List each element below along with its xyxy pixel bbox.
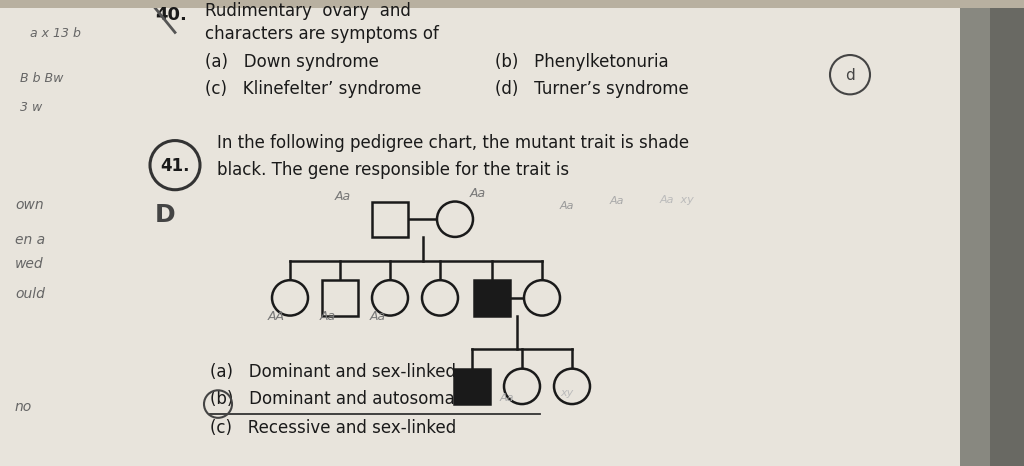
- Text: D: D: [155, 203, 176, 227]
- FancyBboxPatch shape: [990, 8, 1024, 466]
- Text: AA: AA: [268, 310, 285, 323]
- Circle shape: [272, 280, 308, 315]
- Text: (a)   Down syndrome: (a) Down syndrome: [205, 53, 379, 71]
- Text: B b Bw: B b Bw: [20, 72, 63, 84]
- Text: Aa: Aa: [335, 190, 351, 203]
- Text: Rudimentary  ovary  and: Rudimentary ovary and: [205, 2, 411, 20]
- Bar: [372, 201, 408, 237]
- Text: Aa: Aa: [560, 201, 574, 212]
- Text: Aa  xy: Aa xy: [660, 194, 694, 205]
- Text: wed: wed: [15, 257, 44, 271]
- Text: 40.: 40.: [155, 6, 186, 24]
- Circle shape: [504, 369, 540, 404]
- Text: In the following pedigree chart, the mutant trait is shade: In the following pedigree chart, the mut…: [217, 134, 689, 152]
- Text: d: d: [845, 68, 855, 83]
- Text: 3 w: 3 w: [20, 101, 42, 114]
- Circle shape: [422, 280, 458, 315]
- Circle shape: [437, 201, 473, 237]
- FancyBboxPatch shape: [961, 8, 1024, 466]
- Text: black. The gene responsible for the trait is: black. The gene responsible for the trai…: [217, 161, 569, 179]
- Text: Aa: Aa: [470, 186, 486, 199]
- Text: Aa: Aa: [319, 310, 336, 323]
- Text: characters are symptoms of: characters are symptoms of: [205, 25, 439, 43]
- Text: en a: en a: [15, 233, 45, 247]
- Text: a x 13 b: a x 13 b: [30, 27, 81, 41]
- Text: 41.: 41.: [160, 157, 189, 175]
- Text: Aa: Aa: [500, 393, 514, 403]
- Text: own: own: [15, 199, 44, 212]
- Text: Aa: Aa: [370, 310, 386, 323]
- Text: no: no: [15, 400, 32, 414]
- Text: (c)   Recessive and sex-linked: (c) Recessive and sex-linked: [210, 418, 457, 437]
- Circle shape: [372, 280, 408, 315]
- FancyBboxPatch shape: [0, 8, 1024, 466]
- Text: (a)   Dominant and sex-linked: (a) Dominant and sex-linked: [210, 363, 456, 381]
- Bar: [322, 280, 358, 315]
- Text: xy: xy: [560, 388, 573, 398]
- Bar: [474, 280, 510, 315]
- Text: ould: ould: [15, 287, 45, 301]
- Bar: [454, 369, 490, 404]
- Text: (d)   Turner’s syndrome: (d) Turner’s syndrome: [495, 80, 689, 98]
- Text: (b)   Phenylketonuria: (b) Phenylketonuria: [495, 53, 669, 71]
- Circle shape: [554, 369, 590, 404]
- Text: Aa: Aa: [610, 197, 625, 206]
- Circle shape: [524, 280, 560, 315]
- Text: (b)   Dominant and autosomal: (b) Dominant and autosomal: [210, 390, 460, 408]
- Text: (c)   Klinefelter’ syndrome: (c) Klinefelter’ syndrome: [205, 80, 421, 98]
